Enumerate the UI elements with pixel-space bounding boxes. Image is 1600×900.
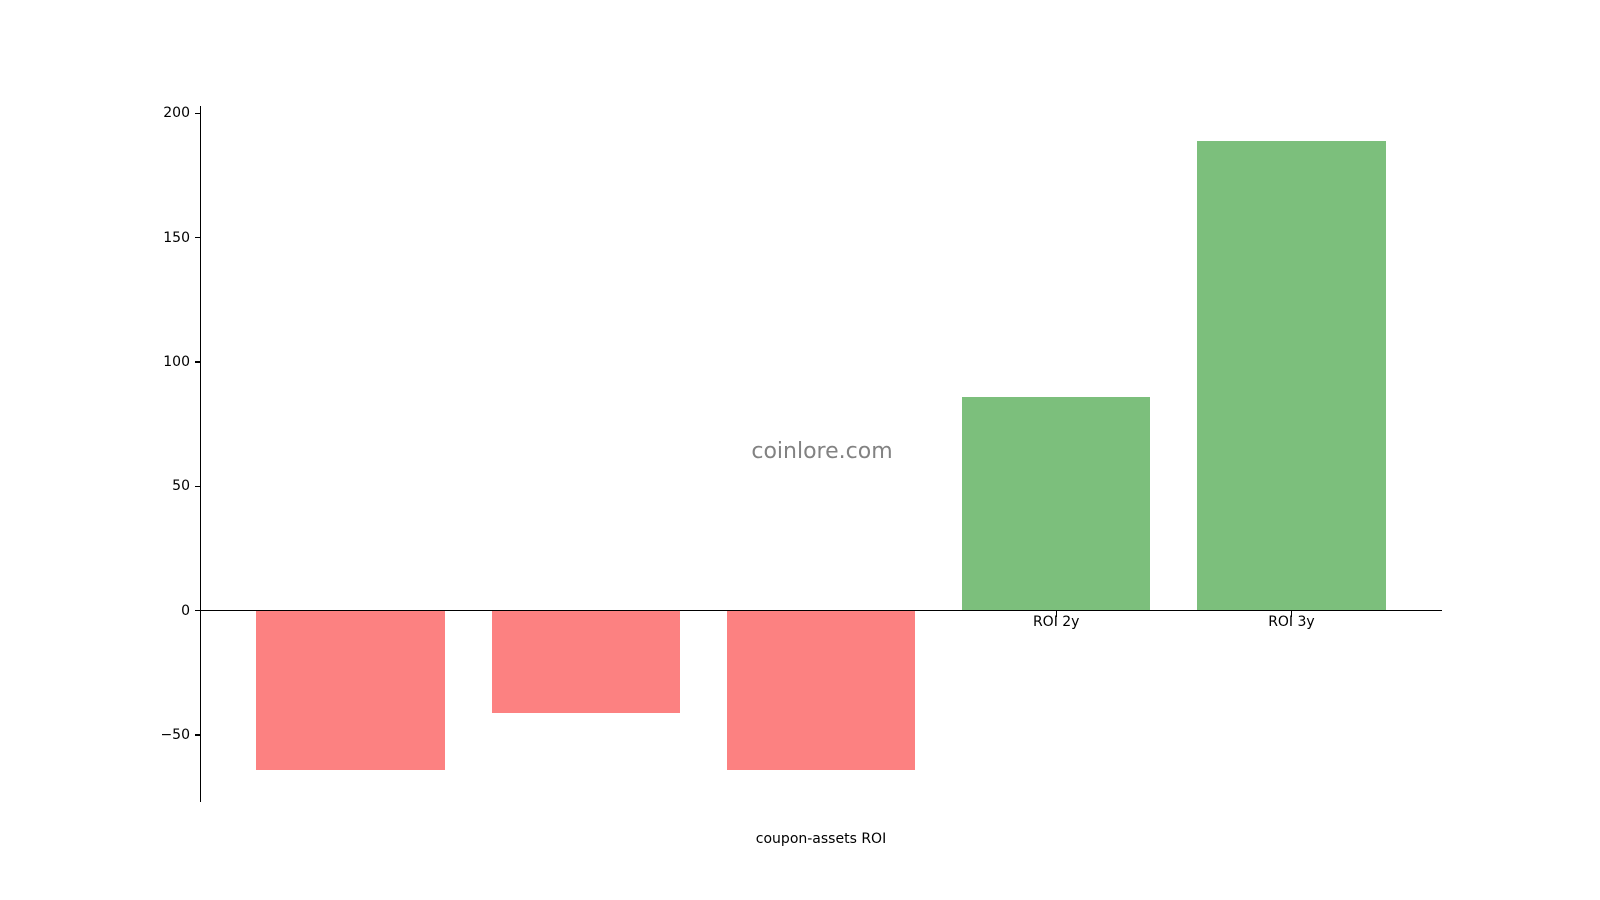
y-tick-label: 150 bbox=[163, 229, 190, 246]
y-tick-label: 200 bbox=[163, 105, 190, 122]
y-tick-label: 50 bbox=[172, 478, 190, 495]
x-tick-label: ROI 2y bbox=[1032, 613, 1080, 630]
y-tick-mark bbox=[195, 485, 200, 487]
y-tick-mark bbox=[195, 237, 200, 239]
bar bbox=[1197, 140, 1386, 611]
y-tick-mark bbox=[195, 361, 200, 363]
x-tick-label: ROI 3y bbox=[1268, 613, 1315, 630]
y-tick-label: 0 bbox=[181, 602, 190, 619]
y-tick-mark bbox=[195, 112, 200, 115]
x-axis-title: coupon-assets ROI bbox=[755, 831, 887, 847]
x-tick-mark bbox=[1290, 610, 1293, 617]
y-tick-mark bbox=[195, 610, 200, 612]
y-tick-label: −50 bbox=[160, 726, 190, 743]
bar bbox=[962, 396, 1151, 611]
y-tick-mark bbox=[195, 734, 200, 736]
bar bbox=[726, 610, 916, 770]
x-tick-mark bbox=[1055, 610, 1057, 617]
watermark: coinlore.com bbox=[751, 439, 893, 464]
x-axis-zero-line bbox=[200, 609, 1442, 612]
y-axis-spine bbox=[200, 106, 202, 802]
bar bbox=[256, 610, 445, 770]
bar bbox=[491, 610, 680, 713]
y-tick-label: 100 bbox=[163, 354, 190, 371]
